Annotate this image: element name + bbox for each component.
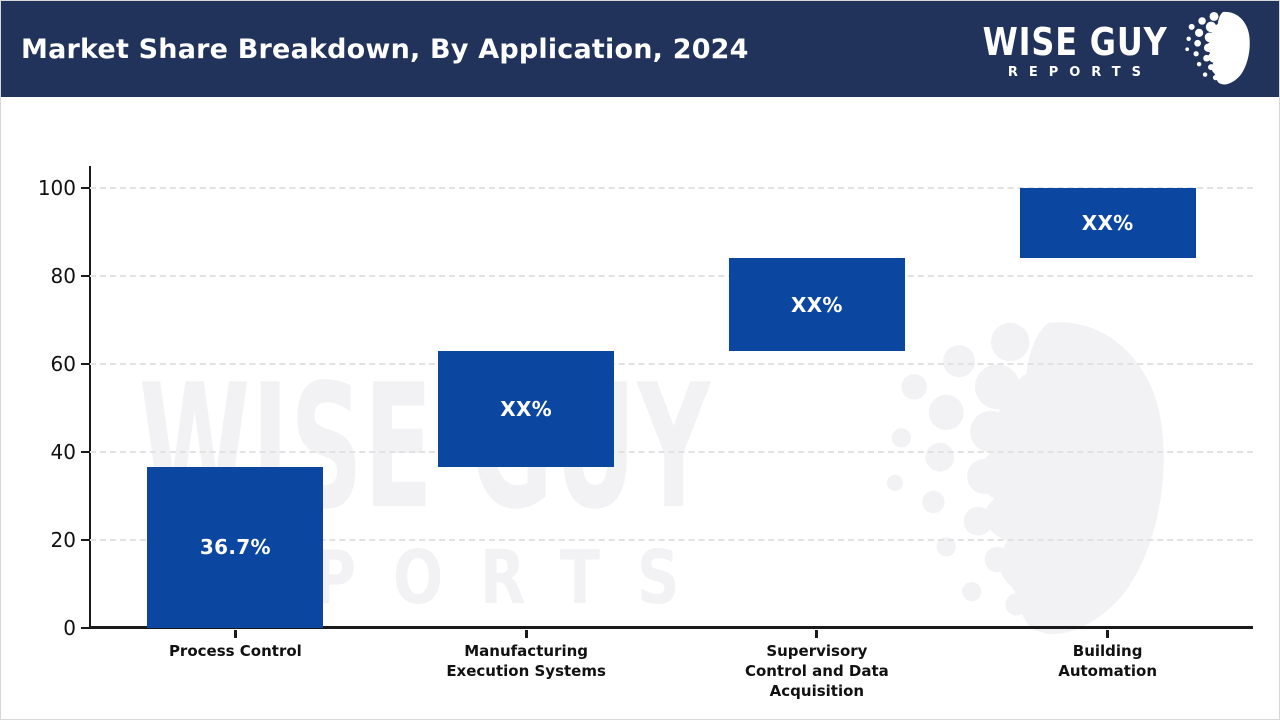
y-tick-label-40: 40 — [50, 440, 76, 464]
category-label-line: Manufacturing — [464, 642, 588, 660]
bar-value-label: 36.7% — [199, 535, 271, 560]
brand-logo: WISE GUY REPORTS — [965, 7, 1263, 93]
gridline-100 — [90, 187, 1253, 189]
category-label-line: Process Control — [168, 642, 302, 660]
category-label: Manufacturing Execution Systems — [381, 641, 671, 681]
y-tick-mark-0 — [81, 627, 90, 629]
y-tick-mark-40 — [81, 451, 90, 453]
y-tick-label-0: 0 — [63, 616, 76, 640]
category-label-line: Supervisory — [766, 642, 868, 660]
y-tick-mark-100 — [81, 187, 90, 189]
bar-segment: 36.7% — [147, 466, 324, 628]
category-label-line: Building — [1072, 642, 1143, 660]
category-label-line: Acquisition — [769, 682, 865, 700]
category-label: Supervisory Control and Data Acquisition — [672, 641, 962, 701]
category-label-line: Control and Data — [744, 662, 889, 680]
x-tick-mark — [524, 630, 528, 638]
x-tick-mark — [233, 630, 237, 638]
y-tick-label-60: 60 — [50, 352, 76, 376]
y-tick-mark-20 — [81, 539, 90, 541]
gridline-40 — [90, 451, 1253, 453]
y-axis-spine — [89, 166, 91, 628]
gridline-60 — [90, 363, 1253, 365]
x-axis-spine — [89, 626, 1253, 629]
category-label-line: Automation — [1058, 662, 1158, 680]
brand-head-icon — [1185, 11, 1250, 85]
bar-segment: XX% — [728, 258, 905, 351]
header: Market Share Breakdown, By Application, … — [1, 1, 1279, 97]
y-tick-mark-80 — [81, 275, 90, 277]
x-tick-mark — [815, 630, 819, 638]
brand-wordmark: WISE GUY REPORTS — [965, 20, 1185, 80]
category-label: Building Automation — [963, 641, 1253, 681]
bar-segment: XX% — [438, 350, 615, 467]
plot: 0 20 40 60 80 100 36.7% Process Control XX% Manuf… — [38, 166, 1253, 700]
y-tick-mark-60 — [81, 363, 90, 365]
gridline-20 — [90, 539, 1253, 541]
chart-area: WISE GUY REPORTS 0 20 40 60 80 100 36.7% Proces… — [1, 97, 1279, 719]
x-tick-mark — [1106, 630, 1110, 638]
y-tick-label-20: 20 — [50, 528, 76, 552]
bar-value-label: XX% — [790, 292, 843, 317]
y-tick-label-80: 80 — [50, 264, 76, 288]
bar-segment: XX% — [1019, 188, 1196, 259]
y-tick-label-100: 100 — [37, 176, 76, 200]
category-label-line: Execution Systems — [446, 662, 606, 680]
page-title: Market Share Breakdown, By Application, … — [21, 33, 749, 65]
brand-name: WISE GUY — [982, 20, 1168, 64]
bar-value-label: XX% — [500, 396, 553, 421]
category-label: Process Control — [90, 641, 380, 661]
bar-value-label: XX% — [1081, 211, 1134, 236]
gridline-80 — [90, 275, 1253, 277]
brand-subtext: REPORTS — [1007, 65, 1152, 80]
